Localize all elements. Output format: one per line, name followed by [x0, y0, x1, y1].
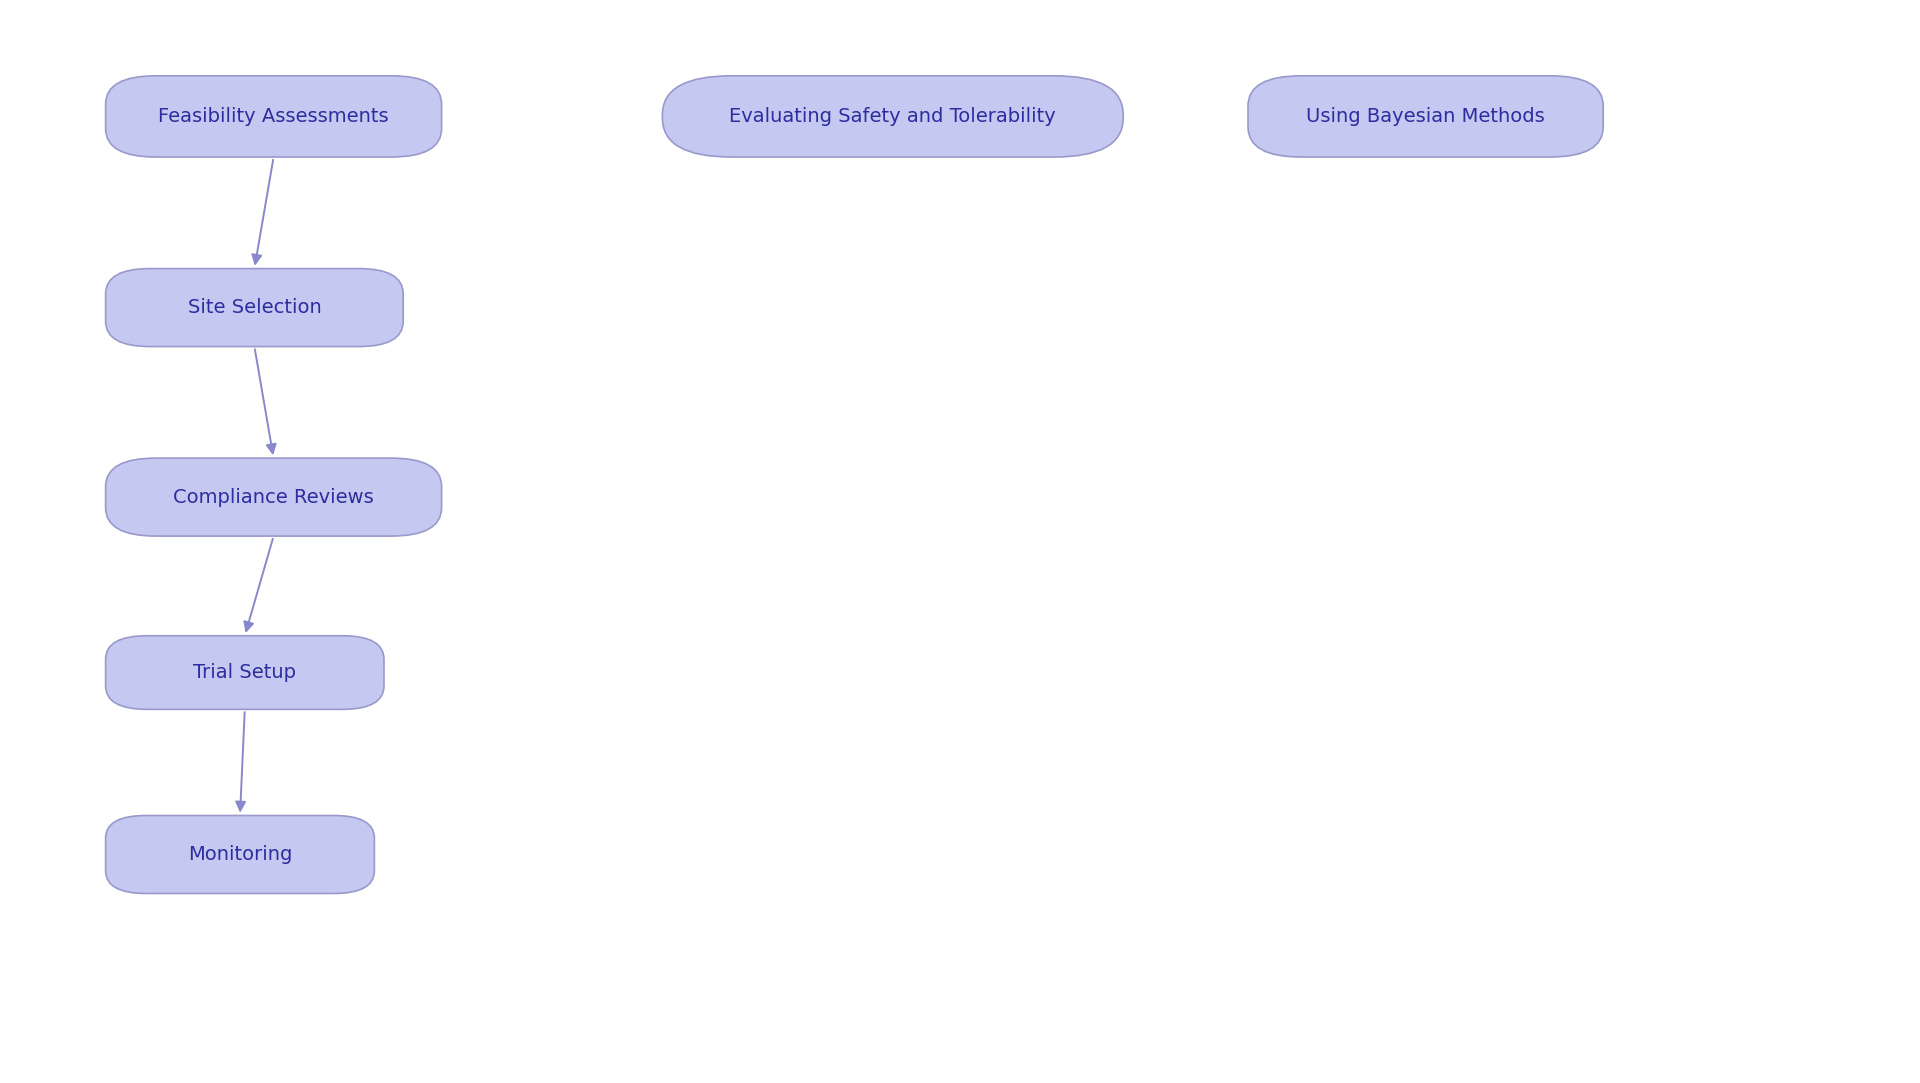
Text: Feasibility Assessments: Feasibility Assessments	[157, 107, 390, 126]
FancyBboxPatch shape	[662, 76, 1123, 157]
Text: Trial Setup: Trial Setup	[194, 663, 296, 682]
FancyBboxPatch shape	[106, 815, 374, 893]
Text: Monitoring: Monitoring	[188, 845, 292, 864]
Text: Site Selection: Site Selection	[188, 298, 321, 317]
Text: Compliance Reviews: Compliance Reviews	[173, 487, 374, 507]
FancyBboxPatch shape	[1248, 76, 1603, 157]
Text: Using Bayesian Methods: Using Bayesian Methods	[1306, 107, 1546, 126]
FancyBboxPatch shape	[106, 636, 384, 709]
FancyBboxPatch shape	[106, 76, 442, 157]
FancyBboxPatch shape	[106, 458, 442, 536]
FancyBboxPatch shape	[106, 269, 403, 347]
Text: Evaluating Safety and Tolerability: Evaluating Safety and Tolerability	[730, 107, 1056, 126]
